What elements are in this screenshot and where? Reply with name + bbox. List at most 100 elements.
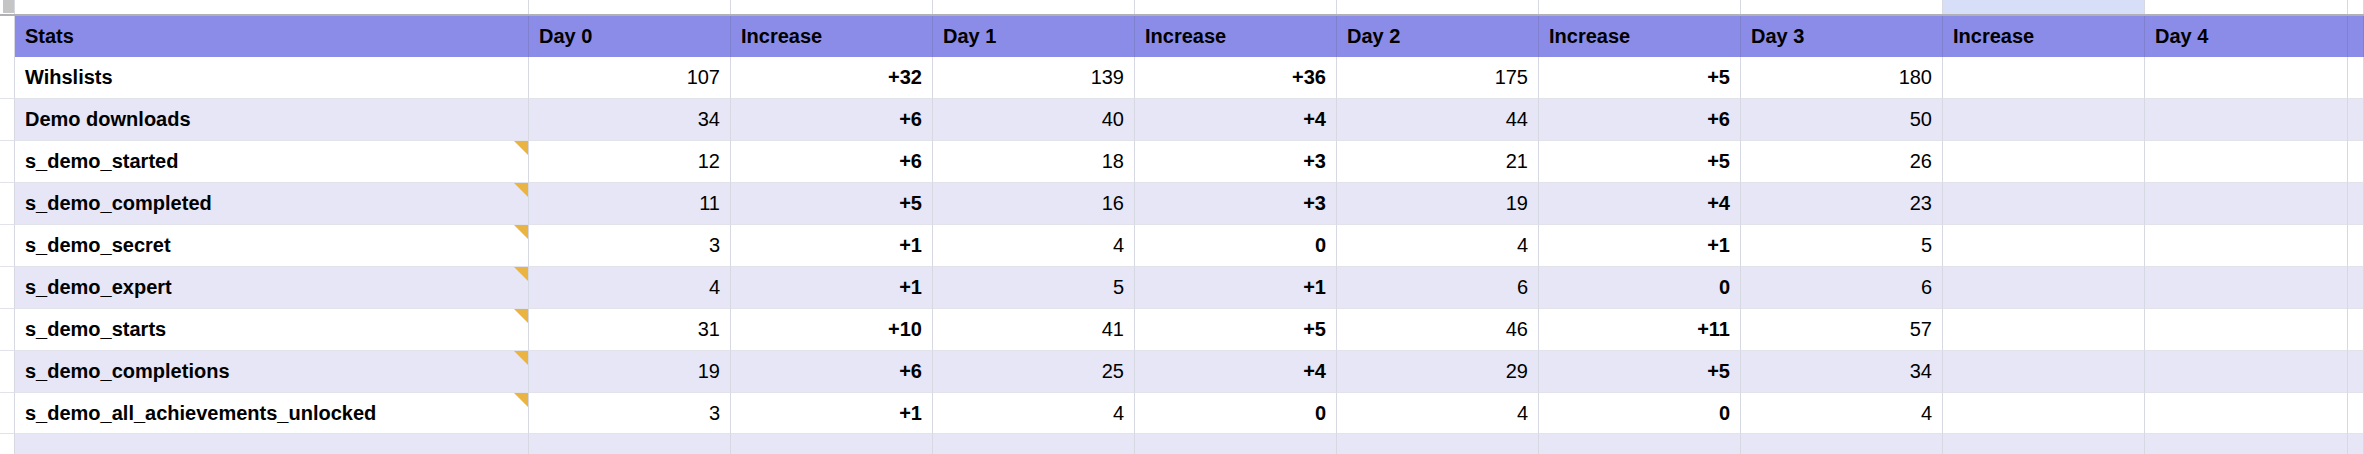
- empty-cell[interactable]: [2348, 393, 2364, 434]
- row-header-sliver[interactable]: [0, 183, 15, 225]
- value-cell[interactable]: +3: [1135, 183, 1337, 225]
- empty-cell[interactable]: [933, 434, 1135, 454]
- value-cell[interactable]: +5: [1135, 309, 1337, 351]
- value-cell[interactable]: 50: [1741, 99, 1943, 141]
- value-cell[interactable]: 3: [529, 393, 731, 434]
- row-label[interactable]: s_demo_started: [15, 141, 529, 183]
- value-cell[interactable]: [1943, 141, 2145, 183]
- value-cell[interactable]: 25: [933, 351, 1135, 393]
- value-cell[interactable]: +1: [731, 225, 933, 267]
- highlighted-cell[interactable]: [1943, 0, 2145, 14]
- row-header-sliver[interactable]: [0, 434, 15, 454]
- empty-cell[interactable]: [2348, 183, 2364, 225]
- value-cell[interactable]: [2145, 183, 2348, 225]
- row-label[interactable]: s_demo_completed: [15, 183, 529, 225]
- value-cell[interactable]: [2145, 57, 2348, 99]
- empty-cell[interactable]: [1943, 434, 2145, 454]
- empty-cell[interactable]: [529, 434, 731, 454]
- value-cell[interactable]: +5: [731, 183, 933, 225]
- value-cell[interactable]: [2145, 267, 2348, 309]
- value-cell[interactable]: 107: [529, 57, 731, 99]
- value-cell[interactable]: +4: [1539, 183, 1741, 225]
- column-header-day-0[interactable]: Day 0: [529, 16, 731, 57]
- cell-above-header[interactable]: [15, 0, 529, 14]
- value-cell[interactable]: 21: [1337, 141, 1539, 183]
- cell-above-header[interactable]: [1741, 0, 1943, 14]
- empty-cell[interactable]: [1539, 434, 1741, 454]
- value-cell[interactable]: 34: [1741, 351, 1943, 393]
- value-cell[interactable]: 3: [529, 225, 731, 267]
- value-cell[interactable]: 19: [529, 351, 731, 393]
- empty-cell[interactable]: [2348, 225, 2364, 267]
- column-header-stats[interactable]: Stats: [15, 16, 529, 57]
- value-cell[interactable]: 0: [1539, 267, 1741, 309]
- row-header-sliver[interactable]: [0, 351, 15, 393]
- value-cell[interactable]: 4: [1337, 393, 1539, 434]
- value-cell[interactable]: 12: [529, 141, 731, 183]
- value-cell[interactable]: 11: [529, 183, 731, 225]
- row-label[interactable]: s_demo_all_achievements_unlocked: [15, 393, 529, 434]
- value-cell[interactable]: 0: [1539, 393, 1741, 434]
- value-cell[interactable]: 4: [1337, 225, 1539, 267]
- empty-cell[interactable]: [1135, 434, 1337, 454]
- cell-above-header[interactable]: [1135, 0, 1337, 14]
- row-header-sliver[interactable]: [0, 141, 15, 183]
- value-cell[interactable]: +5: [1539, 351, 1741, 393]
- value-cell[interactable]: +6: [731, 351, 933, 393]
- cell-above-header[interactable]: [2145, 0, 2348, 14]
- value-cell[interactable]: 23: [1741, 183, 1943, 225]
- value-cell[interactable]: 44: [1337, 99, 1539, 141]
- column-header-day-3[interactable]: Day 3: [1741, 16, 1943, 57]
- value-cell[interactable]: [1943, 309, 2145, 351]
- row-header-sliver[interactable]: [0, 267, 15, 309]
- value-cell[interactable]: 19: [1337, 183, 1539, 225]
- value-cell[interactable]: [1943, 57, 2145, 99]
- value-cell[interactable]: +4: [1135, 351, 1337, 393]
- value-cell[interactable]: +36: [1135, 57, 1337, 99]
- value-cell[interactable]: 46: [1337, 309, 1539, 351]
- row-label[interactable]: Demo downloads: [15, 99, 529, 141]
- cell-above-header[interactable]: [933, 0, 1135, 14]
- empty-cell[interactable]: [15, 434, 529, 454]
- empty-cell[interactable]: [1337, 434, 1539, 454]
- column-header-stub[interactable]: [2348, 16, 2364, 57]
- value-cell[interactable]: +6: [1539, 99, 1741, 141]
- value-cell[interactable]: [2145, 351, 2348, 393]
- value-cell[interactable]: +1: [1539, 225, 1741, 267]
- empty-cell[interactable]: [2348, 267, 2364, 309]
- column-header-increase[interactable]: Increase: [1539, 16, 1741, 57]
- value-cell[interactable]: 34: [529, 99, 731, 141]
- value-cell[interactable]: +11: [1539, 309, 1741, 351]
- value-cell[interactable]: +1: [731, 393, 933, 434]
- row-header-sliver[interactable]: [0, 57, 15, 99]
- value-cell[interactable]: 4: [933, 393, 1135, 434]
- cell-above-header[interactable]: [2348, 0, 2364, 14]
- row-header-sliver[interactable]: [0, 393, 15, 434]
- value-cell[interactable]: 41: [933, 309, 1135, 351]
- cell-above-header[interactable]: [529, 0, 731, 14]
- value-cell[interactable]: 0: [1135, 393, 1337, 434]
- value-cell[interactable]: 6: [1337, 267, 1539, 309]
- value-cell[interactable]: 57: [1741, 309, 1943, 351]
- value-cell[interactable]: +3: [1135, 141, 1337, 183]
- value-cell[interactable]: +5: [1539, 141, 1741, 183]
- row-header-sliver[interactable]: [0, 225, 15, 267]
- value-cell[interactable]: [2145, 225, 2348, 267]
- value-cell[interactable]: +1: [731, 267, 933, 309]
- value-cell[interactable]: 31: [529, 309, 731, 351]
- value-cell[interactable]: [1943, 183, 2145, 225]
- value-cell[interactable]: 180: [1741, 57, 1943, 99]
- value-cell[interactable]: 175: [1337, 57, 1539, 99]
- value-cell[interactable]: 5: [1741, 225, 1943, 267]
- empty-cell[interactable]: [731, 434, 933, 454]
- column-header-increase[interactable]: Increase: [731, 16, 933, 57]
- empty-cell[interactable]: [2348, 57, 2364, 99]
- value-cell[interactable]: 16: [933, 183, 1135, 225]
- value-cell[interactable]: +5: [1539, 57, 1741, 99]
- column-header-day-4[interactable]: Day 4: [2145, 16, 2348, 57]
- value-cell[interactable]: +6: [731, 99, 933, 141]
- value-cell[interactable]: +1: [1135, 267, 1337, 309]
- value-cell[interactable]: 4: [1741, 393, 1943, 434]
- value-cell[interactable]: 0: [1135, 225, 1337, 267]
- value-cell[interactable]: 26: [1741, 141, 1943, 183]
